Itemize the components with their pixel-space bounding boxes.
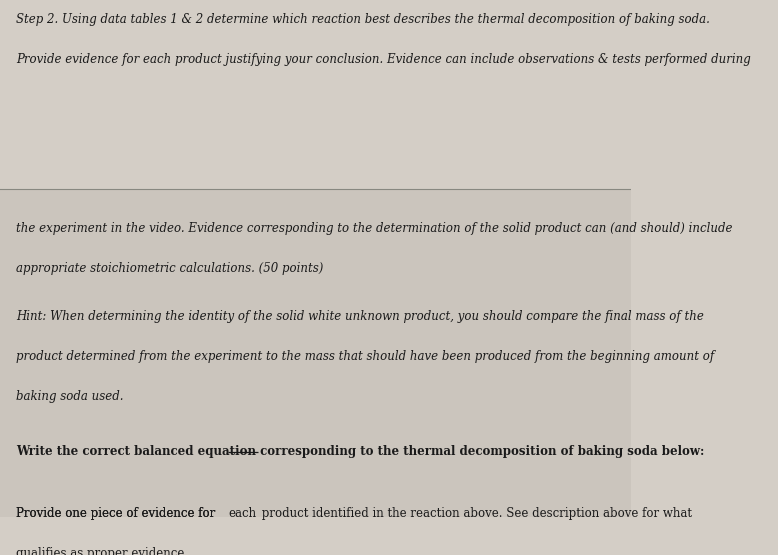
Text: Write the correct balanced equation corresponding to the thermal decomposition o: Write the correct balanced equation corr… [16, 446, 704, 458]
Text: Hint: When determining the identity of the solid white unknown product, you shou: Hint: When determining the identity of t… [16, 310, 703, 323]
Text: appropriate stoichiometric calculations. (50 points): appropriate stoichiometric calculations.… [16, 262, 323, 275]
Text: the experiment in the video. Evidence corresponding to the determination of the : the experiment in the video. Evidence co… [16, 222, 732, 235]
FancyBboxPatch shape [0, 189, 631, 517]
Text: Provide one piece of evidence for: Provide one piece of evidence for [16, 507, 219, 521]
FancyBboxPatch shape [0, 0, 631, 189]
Text: product identified in the reaction above. See description above for what: product identified in the reaction above… [258, 507, 692, 521]
Text: qualifies as proper evidence.: qualifies as proper evidence. [16, 547, 188, 555]
Text: product determined from the experiment to the mass that should have been produce: product determined from the experiment t… [16, 350, 714, 363]
Text: Provide evidence for each product justifying your conclusion. Evidence can inclu: Provide evidence for each product justif… [16, 53, 751, 65]
Text: Provide one piece of evidence for: Provide one piece of evidence for [16, 507, 219, 521]
Text: Step 2. Using data tables 1 & 2 determine which reaction best describes the ther: Step 2. Using data tables 1 & 2 determin… [16, 13, 710, 26]
Text: each: each [228, 507, 257, 521]
Text: baking soda used.: baking soda used. [16, 390, 123, 403]
